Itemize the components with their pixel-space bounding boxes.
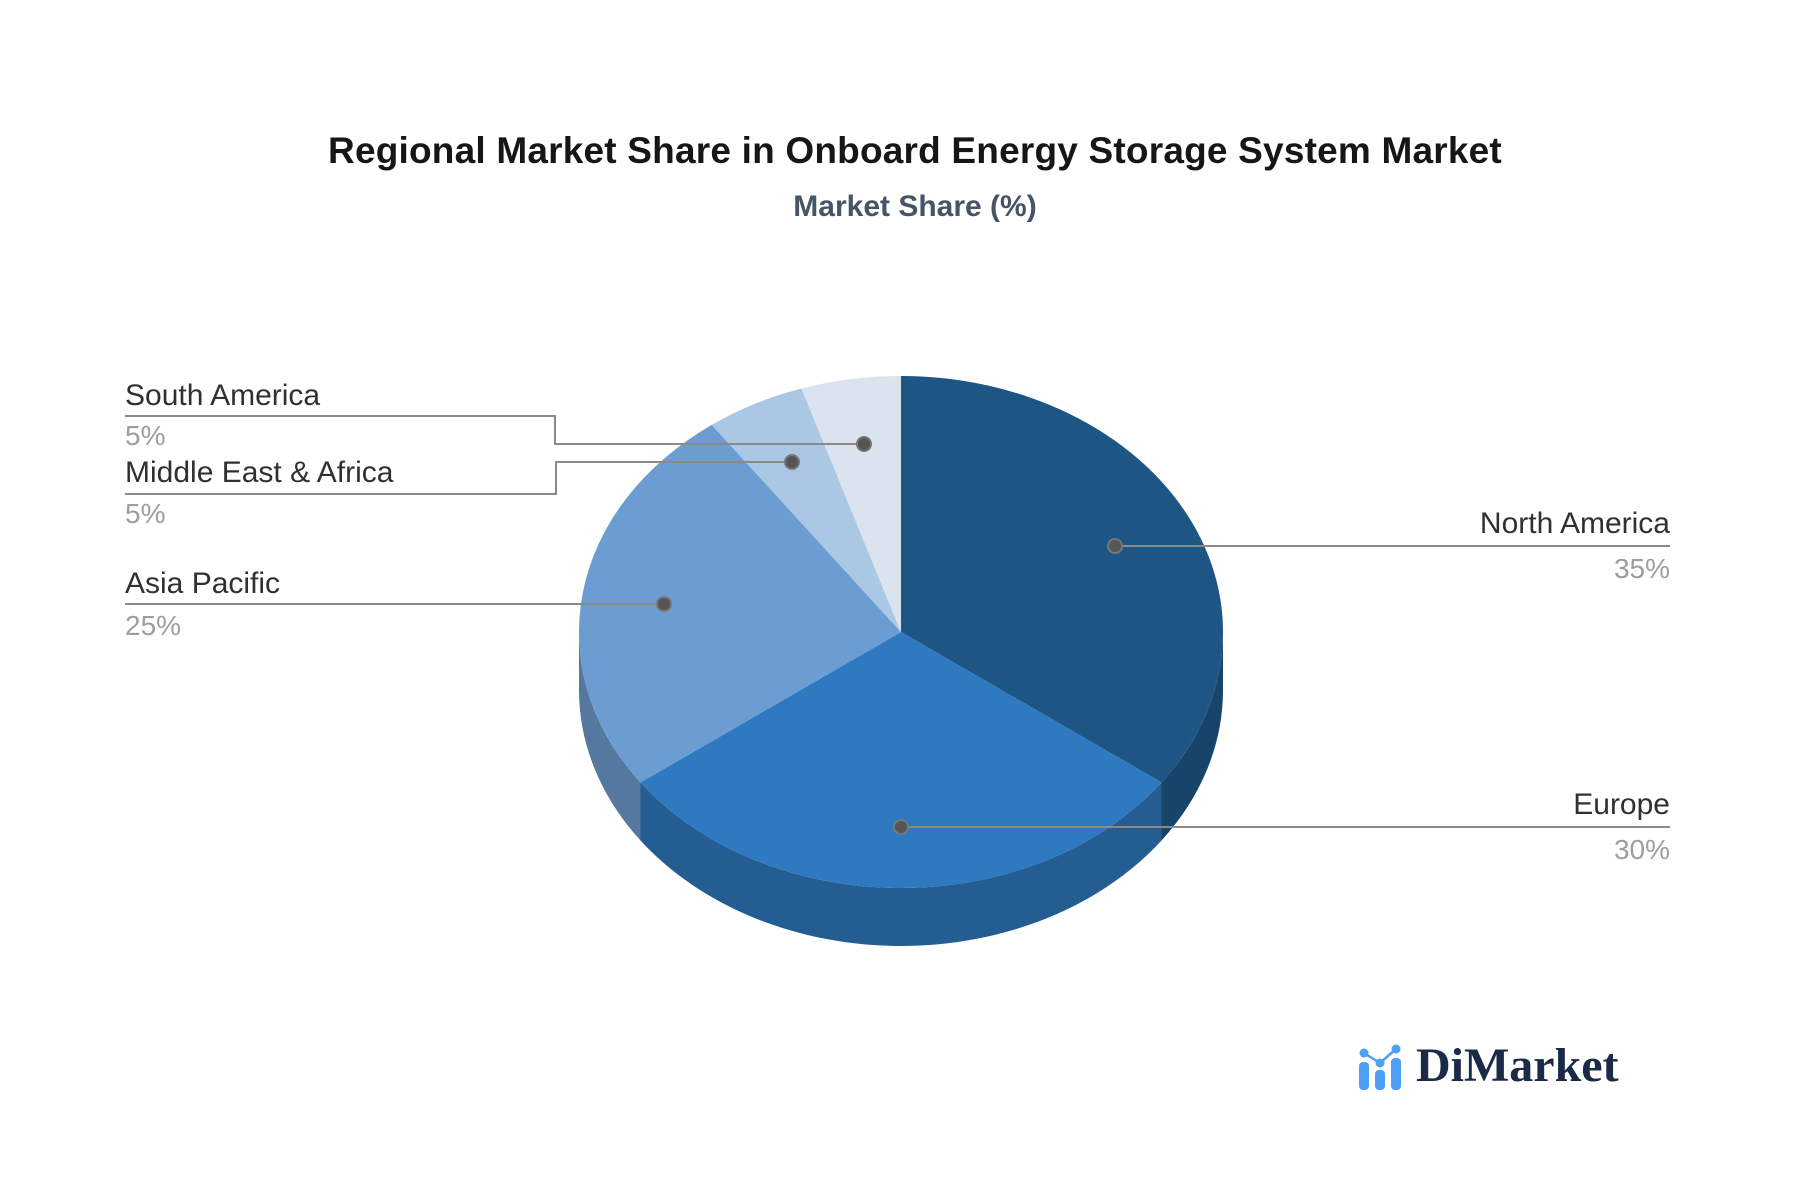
callout-dot-middle-east-africa — [784, 454, 800, 470]
callout-dot-south-america — [856, 436, 872, 452]
label-south-america: South America — [125, 379, 321, 412]
label-europe: Europe — [1573, 788, 1670, 821]
pie-slice-south-america[interactable] — [801, 376, 901, 632]
pie-slice-side-europe — [640, 782, 1162, 947]
callout-line-middle-east-africa — [125, 461, 792, 495]
pie-slice-side-north-america — [1161, 632, 1223, 841]
pie-slice-middle-east-africa[interactable] — [711, 388, 901, 632]
label-asia-pacific: Asia Pacific — [125, 567, 281, 600]
brand-name: DiMarket — [1416, 1039, 1619, 1092]
chart-subtitle: Market Share (%) — [793, 190, 1037, 223]
callout-dot-asia-pacific — [656, 596, 672, 612]
callout-dot-europe — [893, 819, 909, 835]
value-europe: 30% — [1613, 834, 1670, 865]
callout-dot-north-america — [1107, 538, 1123, 554]
chart-title: Regional Market Share in Onboard Energy … — [328, 130, 1502, 171]
label-middle-east-africa: Middle East & Africa — [125, 456, 394, 489]
pie-slice-asia-pacific[interactable] — [579, 424, 901, 783]
pie-slice-side-asia-pacific — [579, 632, 641, 841]
brand-logo: DiMarket — [1356, 1038, 1619, 1094]
pie-slice-europe[interactable] — [640, 632, 1162, 889]
value-south-america: 5% — [125, 420, 166, 451]
value-asia-pacific: 25% — [125, 610, 182, 641]
value-middle-east-africa: 5% — [125, 498, 166, 529]
label-north-america: North America — [1479, 507, 1670, 540]
value-north-america: 35% — [1613, 553, 1670, 584]
callout-line-south-america — [125, 415, 864, 445]
brand-bar-chart-icon — [1359, 1044, 1401, 1090]
pie-slice-north-america[interactable] — [901, 376, 1223, 783]
